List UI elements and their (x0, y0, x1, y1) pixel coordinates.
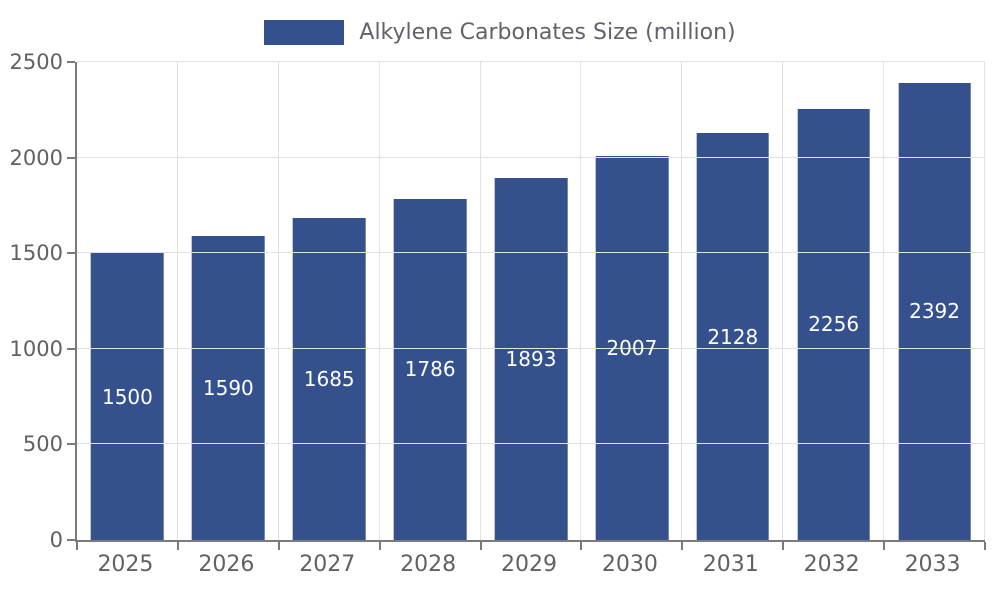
bar-cell: 1893 (481, 62, 582, 540)
x-axis-label-2029: 2029 (501, 552, 557, 577)
bar-value-label: 1590 (202, 376, 254, 400)
bar-value-label: 1786 (404, 357, 456, 382)
y-axis-tick-label: 1500 (9, 241, 63, 266)
bar-value-label: 2128 (707, 324, 759, 349)
x-axis-label-2028: 2028 (400, 552, 457, 577)
x-axis-tick (883, 542, 886, 550)
y-axis-tick-label: 1000 (9, 336, 63, 361)
gridline-vertical (479, 62, 481, 540)
y-axis-tick (67, 539, 75, 541)
y-axis-tick-label: 2500 (9, 50, 63, 74)
y-axis-tick-label: 0 (49, 528, 63, 552)
bar-cell: 1590 (178, 62, 279, 540)
x-axis-label-2027: 2027 (299, 552, 356, 577)
y-axis-tick (67, 443, 75, 446)
bar-2025: 1500 (91, 253, 164, 540)
gridline-vertical (277, 62, 279, 540)
bars-container: 1500 1590 1685 1786 1893 2007 2128 2256 2392 (77, 62, 985, 540)
gridline-vertical (984, 62, 985, 540)
bar-2033: 2392 (898, 82, 971, 540)
gridline-vertical (883, 62, 885, 540)
y-axis-tick (67, 252, 75, 255)
bar-value-label: 2392 (909, 299, 961, 324)
y-axis-tick-label: 500 (22, 432, 63, 457)
y-axis-tick (67, 156, 75, 159)
gridline-vertical (378, 62, 380, 540)
x-axis-tick (984, 542, 986, 550)
gridline-vertical (782, 62, 784, 540)
bar-2031: 2128 (696, 133, 770, 540)
x-axis-tick (580, 542, 583, 550)
x-axis-tick (479, 542, 482, 550)
gridline-horizontal (77, 443, 985, 445)
y-axis-tick (67, 61, 75, 63)
x-axis-label-2030: 2030 (601, 552, 658, 577)
bar-cell: 2256 (783, 62, 884, 540)
gridline-horizontal (77, 347, 985, 349)
gridline-horizontal (77, 252, 985, 254)
bar-2028: 1786 (393, 198, 467, 540)
x-axis-tick (176, 542, 179, 550)
bar-2029: 1893 (494, 178, 568, 540)
legend-swatch-icon (264, 19, 345, 45)
x-axis-label-2025: 2025 (97, 552, 154, 577)
x-axis-label-2033: 2033 (904, 552, 961, 577)
bar-cell: 1786 (380, 62, 481, 540)
gridline-horizontal (77, 156, 985, 158)
chart-legend[interactable]: Alkylene Carbonates Size (million) (0, 17, 1000, 47)
x-axis-label-2032: 2032 (803, 552, 860, 577)
y-axis-tick-label: 2000 (9, 145, 63, 170)
bar-value-label: 1685 (303, 366, 355, 391)
x-axis-labels: 2025 2026 2027 2028 2029 2030 2031 2032 2033 (75, 552, 983, 577)
bar-cell: 2392 (884, 62, 985, 540)
x-axis-tick (378, 542, 381, 550)
x-axis-tick (681, 542, 684, 550)
bar-cell: 2128 (682, 62, 783, 540)
bar-2027: 1685 (292, 217, 366, 540)
bar-2032: 2256 (797, 108, 870, 540)
bar-cell: 1500 (77, 62, 178, 540)
gridline-vertical (681, 62, 683, 540)
x-axis-label-2026: 2026 (198, 552, 255, 577)
y-axis-tick (67, 347, 75, 350)
gridline-vertical (176, 62, 178, 540)
bar-2026: 1590 (192, 236, 265, 540)
plot-area: 1500 1590 1685 1786 1893 2007 2128 2256 2392 0 50… (10, 50, 986, 552)
x-axis-tick (782, 542, 785, 550)
gridline-horizontal (77, 61, 985, 62)
x-axis-label-2031: 2031 (702, 552, 759, 577)
legend-label: Alkylene Carbonates Size (million) (359, 19, 736, 45)
x-axis-tick (277, 542, 280, 550)
bar-value-label: 1893 (505, 347, 557, 372)
x-axis-tick (76, 542, 78, 550)
gridline-vertical (580, 62, 582, 540)
bar-value-label: 1500 (101, 384, 153, 409)
bar-cell: 2007 (581, 62, 682, 540)
bar-value-label: 2256 (808, 312, 860, 337)
bar-cell: 1685 (279, 62, 380, 540)
